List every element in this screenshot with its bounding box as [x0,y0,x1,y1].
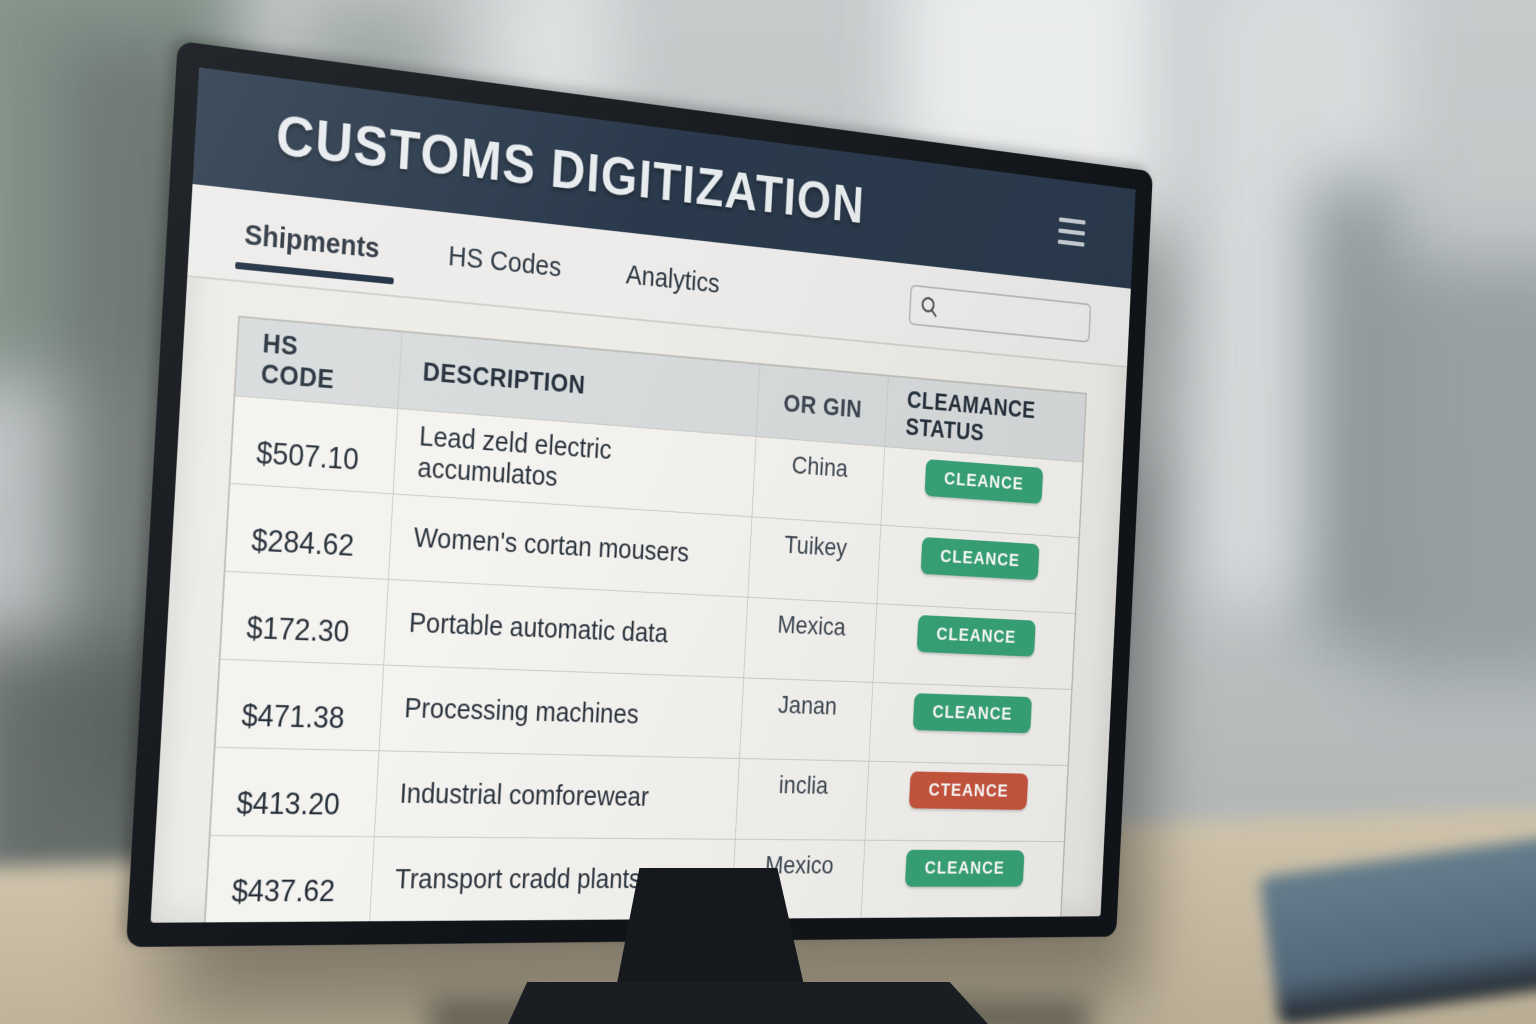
search-box[interactable] [909,284,1092,343]
status-badge: CTEANCE [908,771,1027,809]
column-header-origin: OR GIN [756,365,888,447]
table-row-cell-code[interactable]: $172.30 [221,572,389,666]
status-badge: CLEANCE [916,615,1035,657]
table-row-cell-status: CLEANCE [881,447,1082,538]
table-row-cell-origin[interactable]: inclia [736,759,870,841]
table-row-cell-code[interactable]: $507.10 [230,396,397,494]
table-row-cell-description[interactable]: Processing machines [379,666,744,759]
table-row-cell-status: CTEANCE [865,762,1067,842]
table-row-cell-origin[interactable]: Mexica [744,598,877,683]
table-row-cell-status: CLEANCE [869,683,1071,766]
table-row-cell-status: CLEANCE [861,841,1063,920]
hamburger-menu-icon[interactable] [1053,211,1090,252]
table-row-cell-status: CLEANCE [877,526,1078,614]
table-row-cell-origin[interactable]: China [752,437,885,526]
status-badge: CLEANCE [920,537,1039,580]
status-badge: CLEANCE [912,693,1031,733]
status-badge: CLEANCE [905,850,1025,887]
table-row-cell-code[interactable]: $471.38 [216,660,384,752]
table-row-cell-status: CLEANCE [873,604,1075,690]
table-row-cell-code[interactable]: $284.62 [225,484,393,580]
search-input[interactable] [944,296,1081,334]
app-window: CUSTOMS DIGITIZATION Shipments HS Codes … [151,67,1136,922]
tab-shipments[interactable]: Shipments [241,205,383,279]
tab-hs-codes[interactable]: HS Codes [445,227,564,296]
table-row-cell-code[interactable]: $413.20 [211,748,379,837]
table-row-cell-origin[interactable]: Tuikey [748,517,881,604]
column-header-hs-code: HS CODE [235,318,402,409]
table-row-cell-description[interactable]: Industrial comforewear [374,751,740,839]
tab-analytics[interactable]: Analytics [623,247,723,313]
table-row-cell-origin[interactable]: Janan [740,678,873,761]
status-badge: CLEANCE [924,459,1043,504]
office-scene: CUSTOMS DIGITIZATION Shipments HS Codes … [0,0,1536,1024]
shipments-table: HS CODE DESCRIPTION OR GIN CLEAMANCE STA… [204,316,1087,923]
search-icon [919,294,939,319]
table-container: HS CODE DESCRIPTION OR GIN CLEAMANCE STA… [151,277,1128,923]
monitor-bezel: CUSTOMS DIGITIZATION Shipments HS Codes … [126,41,1153,947]
table-row-cell-description[interactable]: Portable automatic data [384,580,748,678]
background-pillar-blur [1380,260,1536,680]
table-row-cell-code[interactable]: $437.62 [206,836,375,923]
monitor-stand-base [508,982,988,1024]
background-pillar-blur [1310,180,1400,640]
monitor: CUSTOMS DIGITIZATION Shipments HS Codes … [126,41,1153,947]
